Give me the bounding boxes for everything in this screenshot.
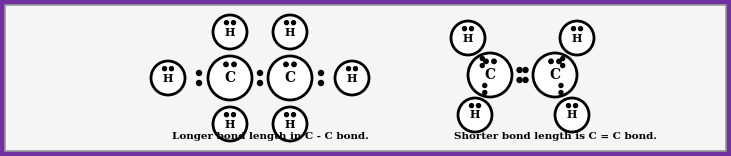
Circle shape: [574, 104, 577, 108]
Circle shape: [468, 53, 512, 97]
Text: Longer bond length in C - C bond.: Longer bond length in C - C bond.: [172, 132, 368, 141]
Circle shape: [232, 21, 235, 25]
Circle shape: [284, 62, 288, 67]
Circle shape: [557, 59, 561, 63]
Circle shape: [292, 113, 295, 117]
Circle shape: [208, 56, 252, 100]
Circle shape: [273, 107, 307, 141]
Text: H: H: [572, 32, 582, 44]
Circle shape: [232, 62, 236, 67]
Circle shape: [292, 62, 296, 67]
Circle shape: [224, 21, 229, 25]
Circle shape: [469, 104, 474, 108]
Circle shape: [477, 104, 480, 108]
Circle shape: [257, 80, 262, 85]
Text: H: H: [285, 27, 295, 37]
Text: H: H: [470, 110, 480, 120]
Circle shape: [492, 59, 496, 63]
Circle shape: [458, 98, 492, 132]
Circle shape: [197, 71, 202, 76]
Circle shape: [517, 68, 522, 73]
Text: H: H: [225, 27, 235, 37]
Circle shape: [482, 90, 487, 95]
Circle shape: [257, 71, 262, 76]
Circle shape: [346, 67, 350, 71]
Circle shape: [335, 61, 369, 95]
Circle shape: [284, 21, 289, 25]
Circle shape: [170, 67, 173, 71]
Circle shape: [523, 68, 528, 73]
Circle shape: [484, 59, 488, 63]
Circle shape: [197, 80, 202, 85]
Text: H: H: [285, 119, 295, 129]
Circle shape: [151, 61, 185, 95]
Circle shape: [523, 78, 528, 83]
Circle shape: [354, 67, 357, 71]
Circle shape: [482, 83, 487, 88]
Circle shape: [232, 113, 235, 117]
Circle shape: [578, 27, 583, 31]
Text: H: H: [346, 73, 357, 83]
Text: C: C: [224, 71, 235, 85]
Circle shape: [549, 59, 553, 63]
Text: Shorter bond length is C = C bond.: Shorter bond length is C = C bond.: [453, 132, 656, 141]
Circle shape: [517, 78, 522, 83]
Circle shape: [480, 57, 485, 61]
Circle shape: [213, 15, 247, 49]
Circle shape: [451, 21, 485, 55]
Circle shape: [224, 113, 229, 117]
FancyBboxPatch shape: [5, 5, 726, 151]
Circle shape: [284, 113, 289, 117]
Circle shape: [463, 27, 466, 31]
Circle shape: [561, 57, 565, 61]
Text: H: H: [225, 119, 235, 129]
Text: H: H: [463, 32, 473, 44]
Text: C: C: [550, 68, 561, 82]
Circle shape: [480, 63, 485, 68]
Circle shape: [292, 21, 295, 25]
Text: H: H: [163, 73, 173, 83]
Circle shape: [567, 104, 570, 108]
Circle shape: [268, 56, 312, 100]
Circle shape: [572, 27, 575, 31]
Circle shape: [319, 71, 324, 76]
Circle shape: [224, 62, 228, 67]
Circle shape: [213, 107, 247, 141]
Text: C: C: [284, 71, 295, 85]
Circle shape: [561, 63, 565, 68]
Circle shape: [273, 15, 307, 49]
Text: C: C: [485, 68, 496, 82]
Circle shape: [560, 21, 594, 55]
Circle shape: [469, 27, 474, 31]
Circle shape: [319, 80, 324, 85]
Circle shape: [555, 98, 589, 132]
Circle shape: [533, 53, 577, 97]
Text: H: H: [567, 110, 577, 120]
Circle shape: [162, 67, 167, 71]
Circle shape: [559, 83, 563, 88]
Circle shape: [559, 90, 563, 95]
